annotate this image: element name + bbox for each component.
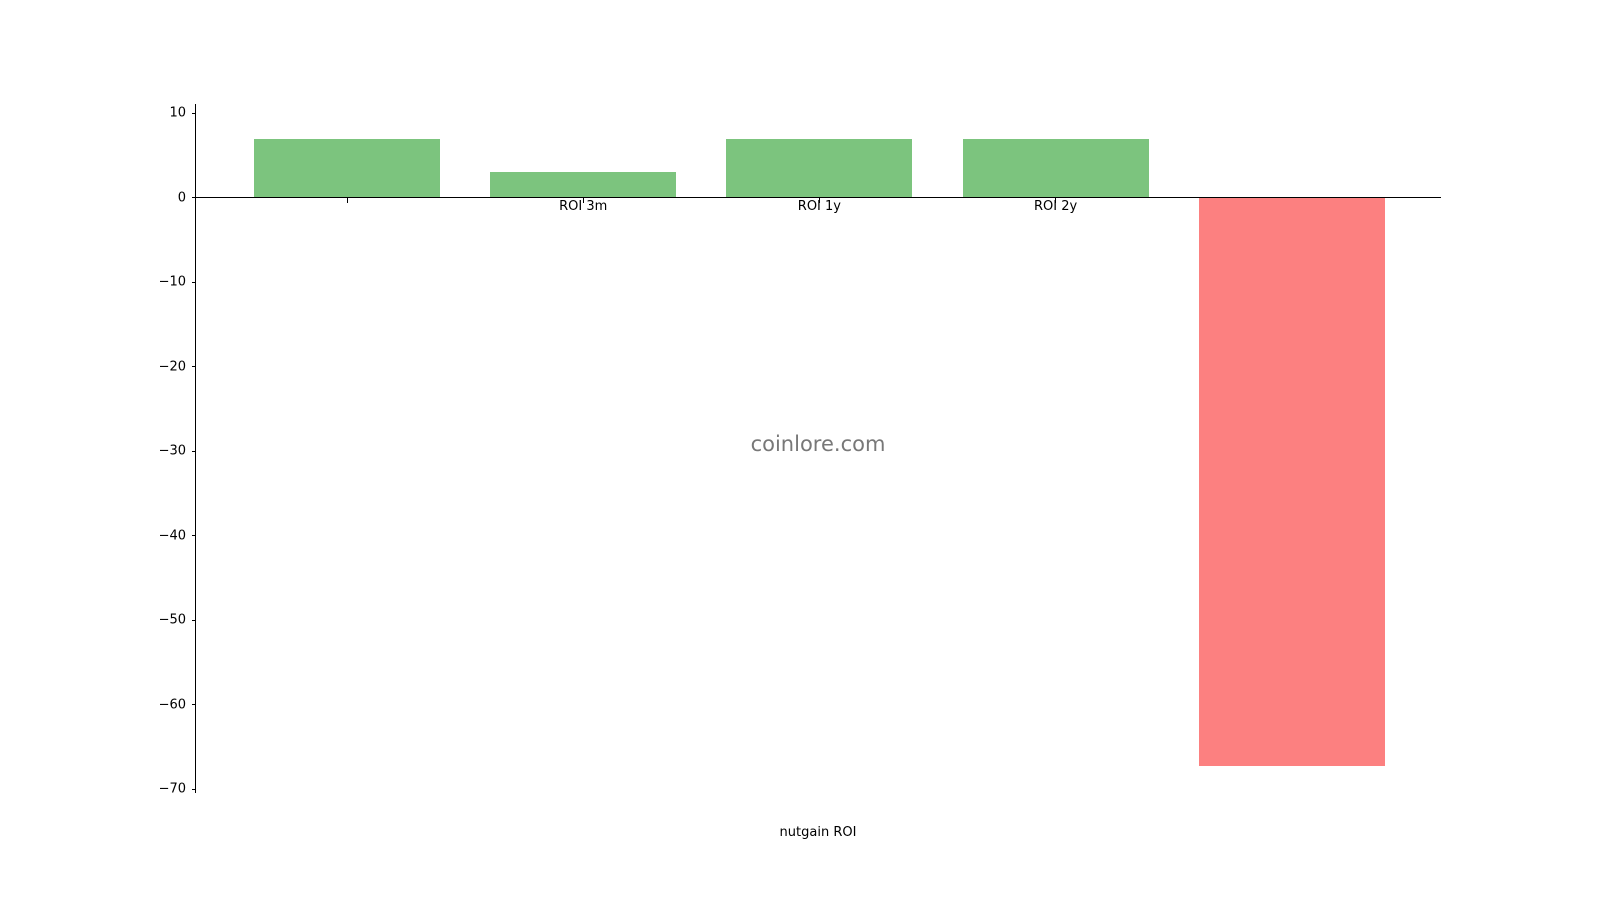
- x-axis-tick-label: ROI 1y: [797, 198, 841, 214]
- x-axis-tick-label: ROI 3m: [559, 198, 608, 214]
- y-axis-tick: [192, 535, 196, 536]
- y-axis-tick-label: −10: [158, 274, 186, 290]
- y-axis-tick: [192, 450, 196, 452]
- watermark: coinlore.com: [750, 432, 886, 456]
- y-axis-tick-label: −60: [158, 697, 186, 712]
- bar-positive: [962, 139, 1149, 198]
- y-axis-tick: [192, 788, 196, 790]
- bar-positive: [726, 139, 913, 198]
- x-axis-tick-label: ROI 2y: [1033, 198, 1078, 214]
- x-axis-title: nutgain ROI: [779, 825, 857, 840]
- y-axis-tick-label: −70: [158, 781, 186, 797]
- y-axis-tick-label: −30: [158, 443, 186, 459]
- y-axis-tick-label: −20: [158, 359, 186, 374]
- bar-negative: [1198, 197, 1385, 767]
- x-axis-tick: [346, 197, 348, 203]
- y-axis-tick: [192, 281, 196, 283]
- y-axis-tick-label: −40: [158, 528, 186, 543]
- x-axis-line: [195, 197, 1441, 198]
- y-axis-tick: [192, 112, 196, 114]
- bar-positive: [490, 172, 677, 198]
- y-axis-spine: [195, 104, 196, 793]
- y-axis-tick-label: 10: [169, 105, 186, 121]
- x-axis-tick: [818, 197, 820, 203]
- y-axis-tick: [192, 366, 196, 367]
- x-axis-tick: [582, 197, 584, 203]
- x-axis-tick: [1055, 197, 1057, 203]
- y-axis-tick: [192, 197, 196, 198]
- y-axis-tick-label: 0: [177, 190, 186, 205]
- y-axis-tick-label: −50: [158, 612, 186, 628]
- y-axis-tick: [192, 704, 196, 705]
- y-axis-tick: [192, 619, 196, 621]
- bar-positive: [254, 139, 440, 198]
